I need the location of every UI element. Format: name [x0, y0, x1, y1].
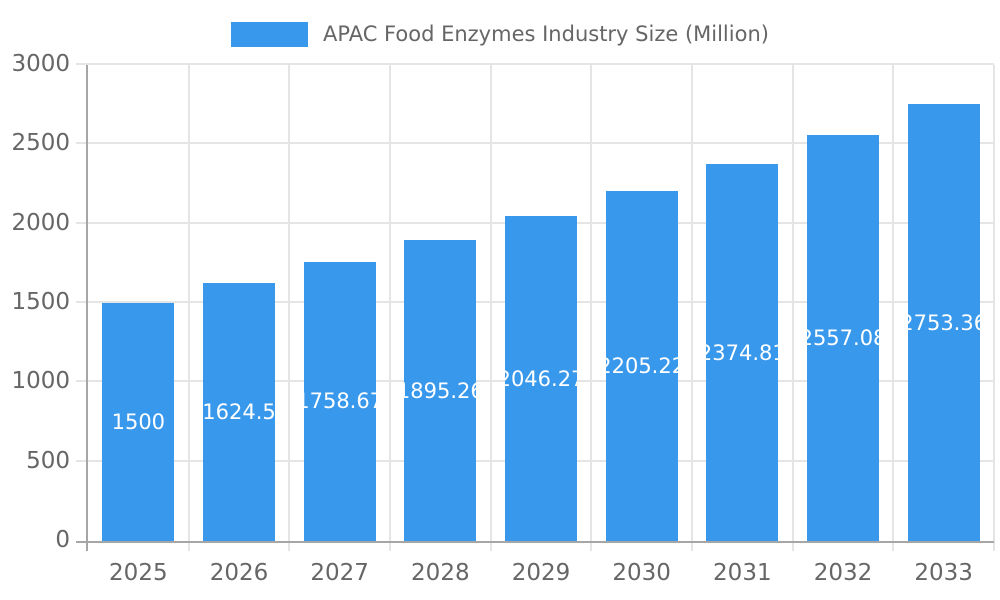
- bar-2025[interactable]: 1500: [102, 303, 175, 541]
- x-axis-tick-label-2027: 2027: [310, 560, 369, 586]
- x-gridline: [187, 65, 190, 551]
- bar-value-label: 2205.22: [606, 354, 678, 379]
- y-axis-tick-label: 0: [55, 527, 70, 553]
- bar-2031[interactable]: 2374.81: [706, 164, 779, 541]
- x-axis-tick-label-2029: 2029: [511, 560, 571, 586]
- y-gridline: [76, 63, 994, 65]
- bar-value-label: 1624.5: [203, 400, 275, 425]
- bar-2026[interactable]: 1624.5: [203, 283, 275, 541]
- bar-2027[interactable]: 1758.67: [303, 261, 376, 541]
- bar-2032[interactable]: 2557.08: [807, 135, 879, 541]
- bar-value-label: 2046.27: [505, 366, 577, 391]
- bar-2028[interactable]: 1895.26: [404, 240, 477, 541]
- bar-2030[interactable]: 2205.22: [605, 191, 678, 541]
- x-axis-tick-label-2033: 2033: [914, 560, 973, 586]
- bar-value-label: 2557.08: [807, 326, 879, 351]
- y-axis-tick-label: 2000: [11, 209, 70, 236]
- chart-legend[interactable]: APAC Food Enzymes Industry Size (Million…: [0, 22, 1000, 47]
- legend-label: APAC Food Enzymes Industry Size (Million…: [323, 22, 769, 46]
- y-axis-tick-label: 500: [26, 447, 70, 474]
- y-axis-tick-label: 1500: [11, 289, 70, 315]
- x-gridline: [993, 65, 995, 551]
- y-axis-tick-label: 2500: [11, 130, 70, 157]
- bar-value-label: 1500: [111, 410, 166, 434]
- bar-value-label: 1895.26: [404, 378, 476, 403]
- y-gridline: [76, 142, 994, 145]
- x-gridline: [489, 65, 492, 551]
- x-axis-tick-label-2030: 2030: [612, 560, 671, 586]
- y-axis-line: [86, 65, 88, 551]
- x-gridline: [590, 65, 593, 551]
- x-axis-line: [76, 541, 994, 543]
- x-axis-tick-label-2025: 2025: [109, 560, 168, 586]
- bar-value-label: 2374.81: [706, 340, 778, 365]
- x-gridline: [288, 65, 291, 551]
- x-gridline: [791, 65, 794, 551]
- bar-2029[interactable]: 2046.27: [505, 216, 577, 541]
- bar-value-label: 1758.67: [304, 389, 376, 414]
- x-axis-tick-label-2031: 2031: [713, 560, 772, 586]
- x-axis-tick-label-2028: 2028: [411, 560, 470, 586]
- y-axis-tick-label: 3000: [11, 51, 70, 77]
- x-gridline: [389, 65, 391, 551]
- y-axis-tick-label: 1000: [11, 368, 70, 395]
- x-gridline: [892, 65, 895, 551]
- x-axis-tick-label-2026: 2026: [209, 560, 269, 586]
- legend-swatch-icon: [231, 22, 309, 47]
- x-gridline: [691, 65, 693, 551]
- x-axis-tick-label-2032: 2032: [813, 560, 873, 586]
